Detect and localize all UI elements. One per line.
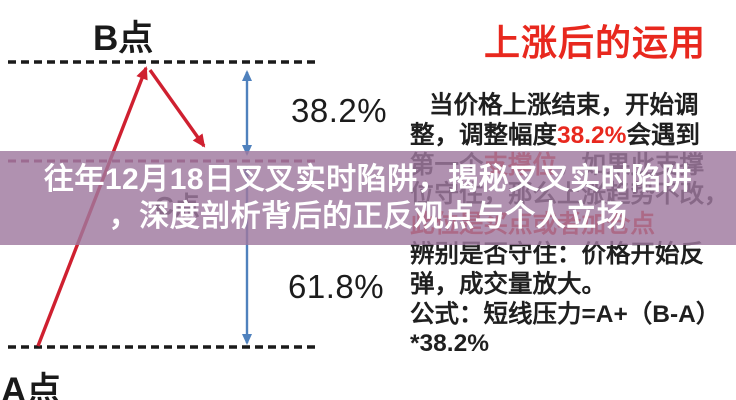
explanation-line: 弹，成交量放大。 — [410, 270, 606, 298]
retracement-61-label: 61.8% — [288, 268, 385, 305]
point-b-label: B点 — [93, 19, 154, 58]
explanation-line: 公式：短线压力=A+（B-A） — [410, 300, 721, 328]
point-a-label: A点 — [1, 371, 62, 400]
section-title: 上涨后的运用 — [484, 22, 707, 63]
highlight-382: 38.2% — [557, 121, 627, 149]
explanation-line: 当价格上涨结束，开始调 — [429, 92, 699, 119]
headline-line-1: 往年12月18日叉叉实时陷阱，揭秘叉叉实时陷阱 — [43, 163, 693, 196]
retracement-38-label: 38.2% — [291, 92, 388, 129]
headline-banner: 往年12月18日叉叉实时陷阱，揭秘叉叉实时陷阱 ，深度剖析背后的正反观点与个人立… — [0, 151, 736, 245]
price-pullback-arrow — [148, 69, 206, 148]
headline-line-2: ，深度剖析背后的正反观点与个人立场 — [108, 200, 628, 233]
explanation-line: *38.2% — [410, 330, 490, 358]
explanation-line: 整，调整幅度38.2%会遇到 — [410, 121, 700, 149]
explanation-line: 辨别是否守住：价格开始反 — [410, 240, 704, 268]
